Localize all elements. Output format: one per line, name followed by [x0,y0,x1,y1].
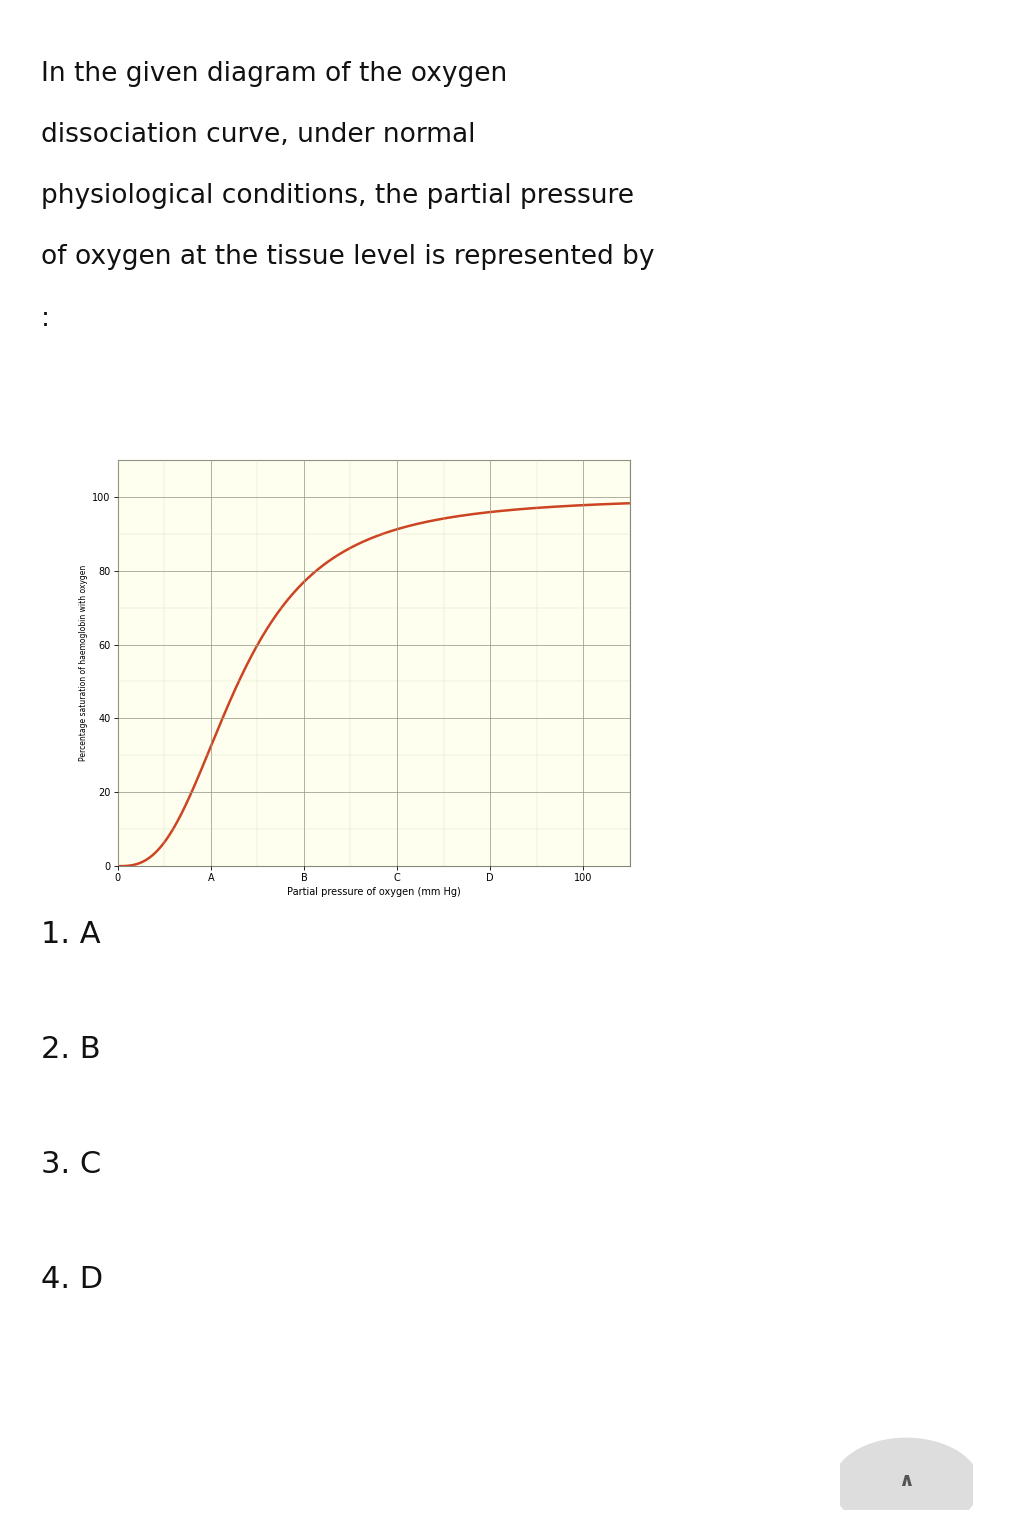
Y-axis label: Percentage saturation of haemoglobin with oxygen: Percentage saturation of haemoglobin wit… [79,564,88,762]
Text: 1. A: 1. A [41,920,100,949]
X-axis label: Partial pressure of oxygen (mm Hg): Partial pressure of oxygen (mm Hg) [287,888,461,897]
Text: physiological conditions, the partial pressure: physiological conditions, the partial pr… [41,184,634,210]
Text: 2. B: 2. B [41,1035,100,1064]
Text: 4. D: 4. D [41,1265,103,1294]
Text: In the given diagram of the oxygen: In the given diagram of the oxygen [41,61,507,87]
Text: dissociation curve, under normal: dissociation curve, under normal [41,123,475,149]
Circle shape [834,1438,979,1531]
Text: of oxygen at the tissue level is represented by: of oxygen at the tissue level is represe… [41,244,654,270]
Text: :: : [41,305,50,331]
Text: 3. C: 3. C [41,1150,101,1179]
Text: ∧: ∧ [898,1472,914,1490]
